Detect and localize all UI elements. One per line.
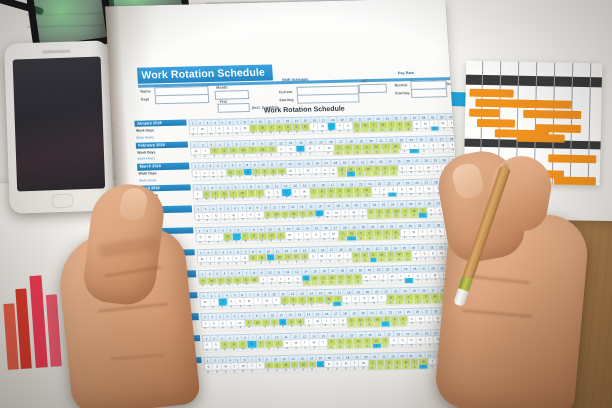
left-hand	[55, 178, 208, 408]
red-bar	[29, 275, 48, 368]
gantt-bar	[469, 108, 500, 118]
gantt-bar	[516, 133, 565, 143]
gantt-header-band	[465, 74, 602, 88]
phone-screen[interactable]	[12, 56, 106, 192]
gantt-bar	[534, 124, 581, 134]
gantt-bar	[523, 109, 582, 120]
gantt-bar	[476, 118, 516, 128]
gantt-bar	[511, 99, 572, 109]
gantt-bar	[469, 88, 514, 98]
phone-earpiece	[42, 49, 71, 54]
